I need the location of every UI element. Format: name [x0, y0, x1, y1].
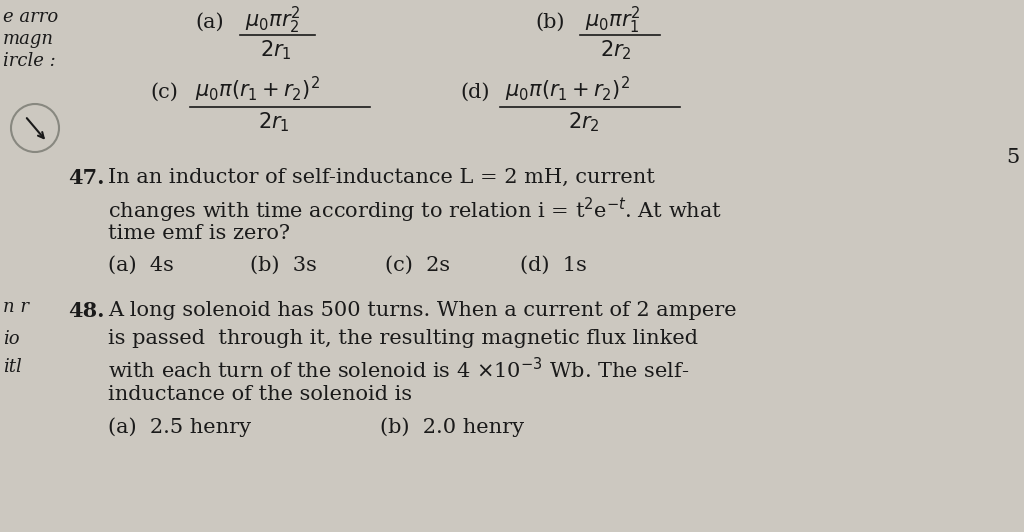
Text: e arro: e arro	[3, 8, 58, 26]
Text: $2r_1$: $2r_1$	[258, 110, 290, 134]
Text: (a): (a)	[195, 13, 223, 32]
Text: 5: 5	[1006, 148, 1019, 167]
Text: itl: itl	[3, 358, 22, 376]
Text: 48.: 48.	[68, 301, 104, 321]
Text: $\mu_0\pi(r_1+r_2)^2$: $\mu_0\pi(r_1+r_2)^2$	[505, 75, 630, 104]
Text: (c): (c)	[150, 83, 178, 102]
Text: magn: magn	[3, 30, 54, 48]
Text: (a)  4s: (a) 4s	[108, 256, 174, 275]
Text: (a)  2.5 henry: (a) 2.5 henry	[108, 417, 251, 437]
Text: $2r_2$: $2r_2$	[568, 110, 600, 134]
Text: with each turn of the solenoid is 4 $\times$10$^{-3}$ Wb. The self-: with each turn of the solenoid is 4 $\ti…	[108, 357, 689, 382]
Text: A long solenoid has 500 turns. When a current of 2 ampere: A long solenoid has 500 turns. When a cu…	[108, 301, 736, 320]
Text: $2r_2$: $2r_2$	[600, 38, 632, 62]
Text: (b)  2.0 henry: (b) 2.0 henry	[380, 417, 524, 437]
Text: n r: n r	[3, 298, 29, 316]
Text: inductance of the solenoid is: inductance of the solenoid is	[108, 385, 412, 404]
Text: (c)  2s: (c) 2s	[385, 256, 451, 275]
Text: (b)  3s: (b) 3s	[250, 256, 316, 275]
Text: (d)  1s: (d) 1s	[520, 256, 587, 275]
Text: $\mu_0\pi(r_1+r_2)^2$: $\mu_0\pi(r_1+r_2)^2$	[195, 75, 319, 104]
Text: 47.: 47.	[68, 168, 104, 188]
Text: ircle :: ircle :	[3, 52, 55, 70]
Text: In an inductor of self-inductance L = 2 mH, current: In an inductor of self-inductance L = 2 …	[108, 168, 655, 187]
Text: is passed  through it, the resulting magnetic flux linked: is passed through it, the resulting magn…	[108, 329, 698, 348]
Text: $\mu_0\pi r_2^2$: $\mu_0\pi r_2^2$	[245, 5, 300, 36]
Text: (b): (b)	[535, 13, 564, 32]
Text: io: io	[3, 330, 19, 348]
Text: time emf is zero?: time emf is zero?	[108, 224, 290, 243]
Text: (d): (d)	[460, 83, 489, 102]
Text: $2r_1$: $2r_1$	[260, 38, 292, 62]
Text: $\mu_0\pi r_1^2$: $\mu_0\pi r_1^2$	[585, 5, 640, 36]
Text: changes with time according to relation i = t$^2$e$^{-t}$. At what: changes with time according to relation …	[108, 196, 722, 225]
